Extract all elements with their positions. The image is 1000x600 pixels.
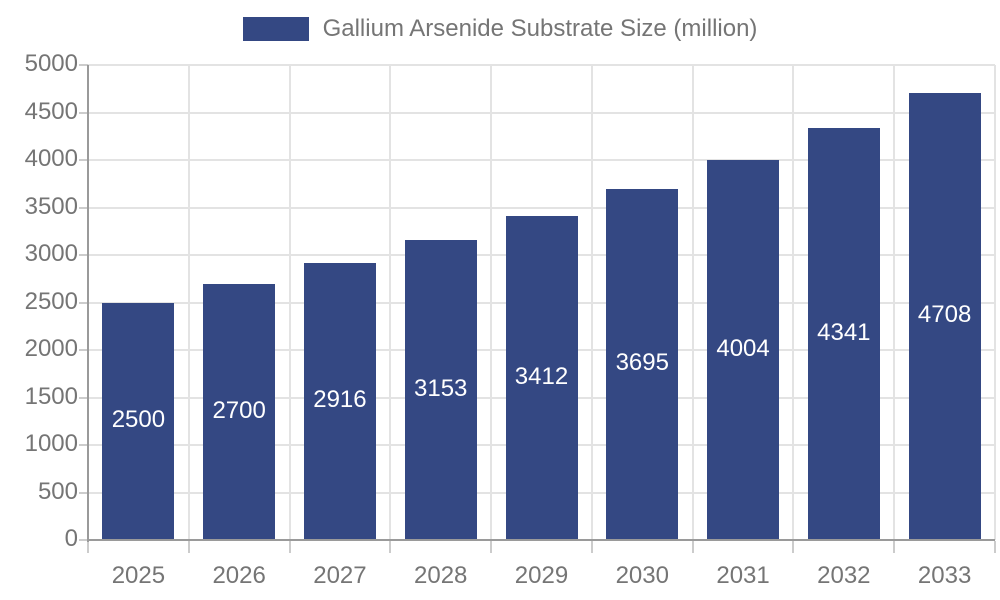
y-axis-tick	[79, 254, 88, 256]
gridline-vertical	[590, 65, 593, 540]
bar-2032	[807, 127, 880, 540]
x-axis-tick	[288, 541, 291, 553]
bar-value-label: 4708	[917, 301, 972, 329]
bar-2025	[102, 302, 175, 540]
x-tick-label: 2027	[313, 562, 367, 589]
gridline-vertical	[893, 65, 896, 540]
gridline-horizontal	[88, 111, 995, 114]
gridline-horizontal	[88, 206, 995, 209]
gridline-vertical	[490, 65, 493, 540]
bar-2028	[404, 240, 477, 540]
gridline-vertical	[691, 65, 694, 540]
y-tick-label: 500	[37, 477, 78, 505]
y-axis-line	[87, 65, 89, 542]
x-axis-tick	[187, 541, 190, 553]
x-tick-label: 2026	[212, 562, 266, 589]
bar-value-label: 3153	[414, 375, 468, 403]
x-axis-tick	[994, 541, 996, 553]
y-axis-tick	[79, 491, 88, 494]
y-axis-tick	[79, 301, 88, 304]
y-axis-tick	[79, 444, 88, 446]
y-tick-label: 4000	[24, 145, 78, 172]
x-tick-label: 2032	[817, 562, 871, 589]
bar-2029	[505, 215, 578, 540]
legend-label: Gallium Arsenide Substrate Size (million…	[322, 15, 758, 42]
bar-value-label: 3695	[615, 349, 669, 377]
x-axis-tick	[893, 541, 896, 553]
y-tick-label: 2500	[24, 287, 78, 315]
y-axis-tick	[79, 64, 88, 66]
bar-2033	[908, 92, 981, 540]
bar-2031	[707, 159, 780, 540]
y-tick-label: 3500	[24, 192, 78, 220]
y-tick-label: 1000	[24, 430, 78, 457]
bar-value-label: 2916	[313, 386, 367, 414]
x-tick-label: 2031	[716, 562, 770, 589]
legend[interactable]: Gallium Arsenide Substrate Size (million…	[0, 14, 1000, 44]
x-axis-tick	[792, 541, 795, 553]
gridline-vertical	[288, 65, 291, 540]
x-axis-tick	[691, 541, 694, 553]
gridline-vertical	[187, 65, 190, 540]
bar-value-label: 4004	[716, 334, 770, 362]
y-axis-tick	[79, 396, 88, 399]
x-tick-label: 2033	[917, 562, 972, 589]
gridline-horizontal	[88, 64, 995, 66]
gridline-vertical	[389, 65, 392, 540]
x-axis-tick	[87, 541, 89, 553]
x-axis-tick	[490, 541, 493, 553]
y-tick-label: 0	[64, 525, 78, 552]
bar-value-label: 2700	[212, 396, 266, 424]
x-axis-line	[88, 539, 995, 541]
legend-swatch-icon	[242, 17, 309, 41]
y-tick-label: 1500	[24, 382, 78, 410]
bar-2030	[606, 188, 679, 540]
gridline-vertical	[994, 65, 996, 540]
bar-value-label: 2500	[111, 406, 166, 434]
y-axis-tick	[79, 111, 88, 114]
bar-2026	[203, 283, 276, 540]
y-tick-label: 2000	[24, 335, 78, 362]
bar-value-label: 3412	[514, 362, 569, 390]
x-tick-label: 2025	[111, 562, 166, 589]
y-axis-tick	[79, 349, 88, 351]
bar-2027	[303, 262, 376, 540]
x-tick-label: 2029	[514, 562, 569, 589]
y-axis-tick	[79, 539, 88, 541]
y-tick-label: 3000	[24, 240, 78, 267]
x-tick-label: 2030	[615, 562, 669, 589]
y-tick-label: 4500	[24, 97, 78, 125]
bar-value-label: 4341	[817, 318, 871, 346]
y-axis-tick	[79, 206, 88, 209]
x-tick-label: 2028	[414, 562, 468, 589]
y-tick-label: 5000	[24, 50, 78, 77]
x-axis-tick	[590, 541, 593, 553]
gridline-horizontal	[88, 159, 995, 161]
x-axis-tick	[389, 541, 392, 553]
gridline-vertical	[792, 65, 795, 540]
y-axis-tick	[79, 159, 88, 161]
